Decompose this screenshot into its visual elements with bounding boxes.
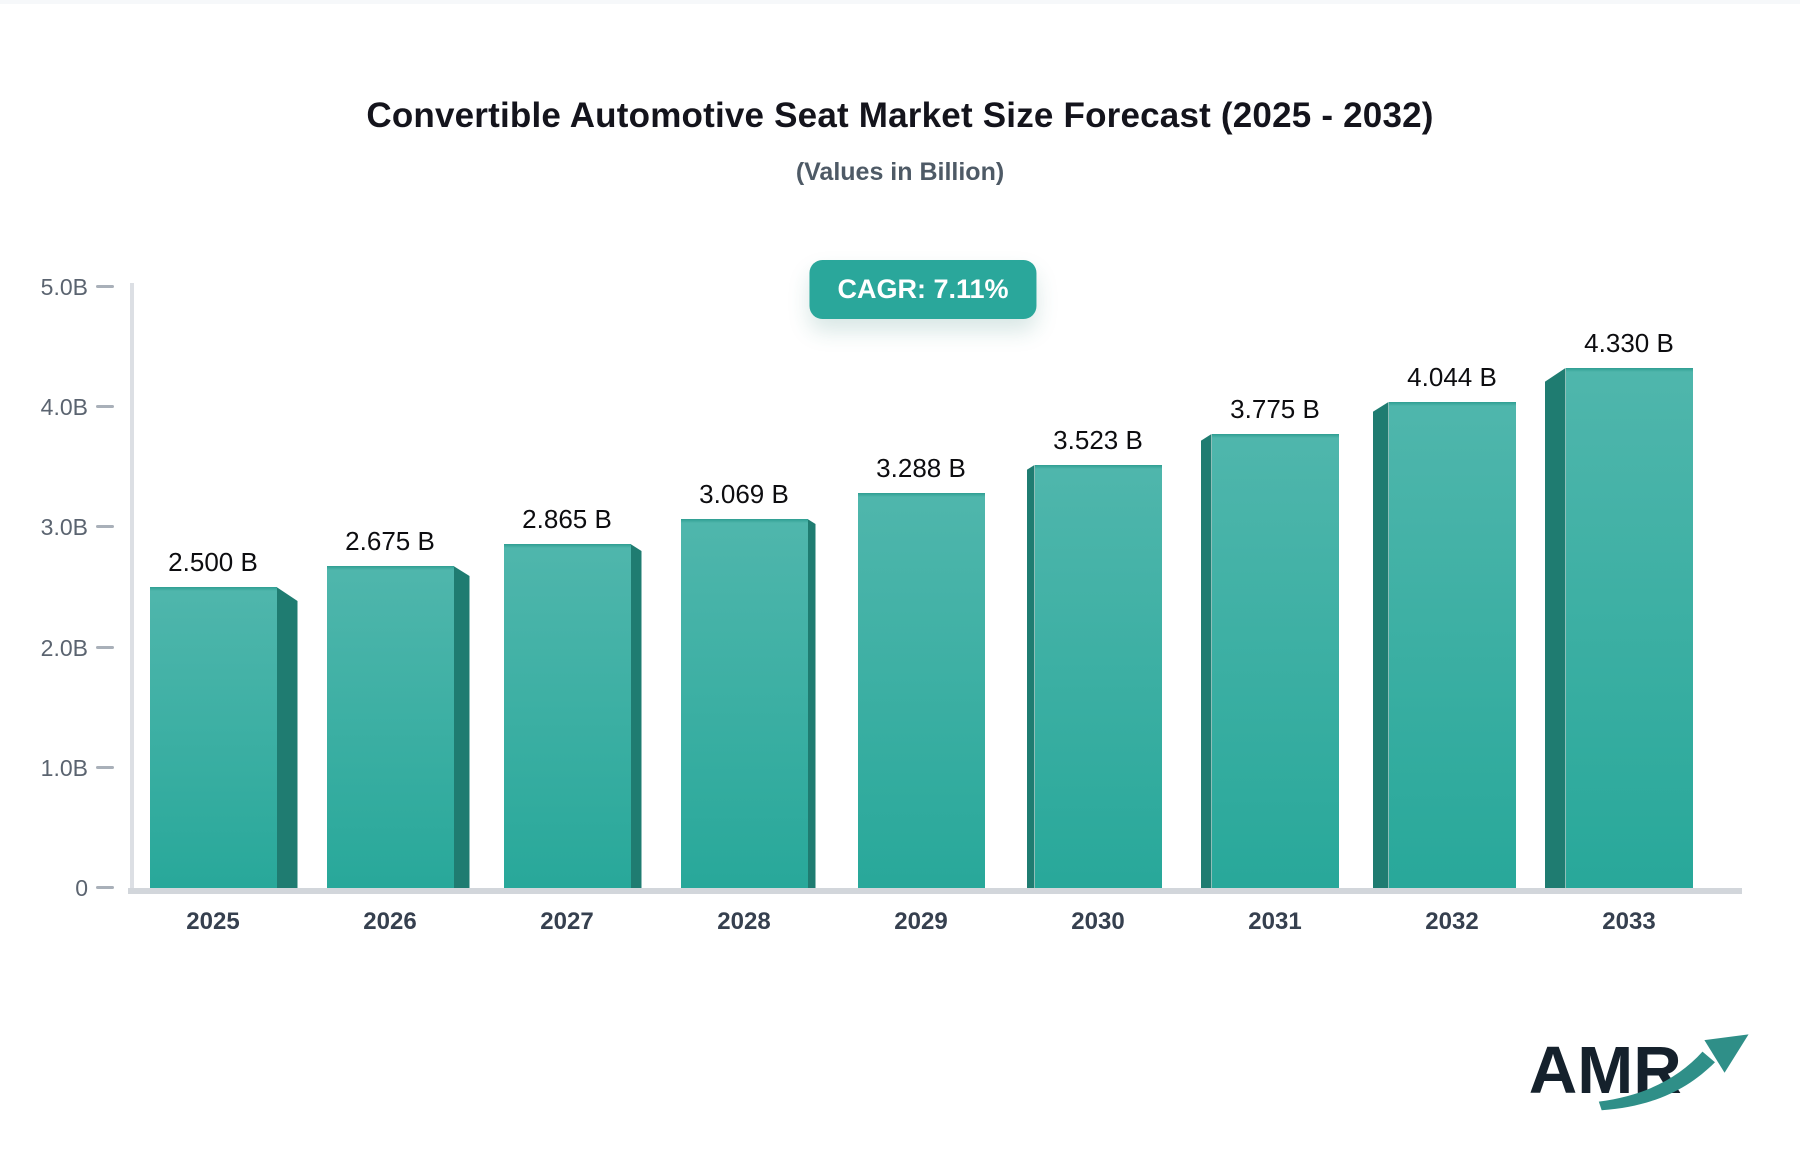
bar-side-2025: [276, 587, 298, 888]
x-axis-baseline: [128, 888, 1742, 894]
bar-value-label-2027: 2.865 B: [522, 504, 612, 534]
y-tick-dash: [96, 886, 114, 889]
bar-value-label-2030: 3.523 B: [1053, 425, 1143, 455]
y-tick-dash: [96, 765, 114, 769]
y-tick-dash: [96, 645, 114, 649]
bar-value-label-2033: 4.330 B: [1584, 328, 1674, 358]
x-tick-label-2025: 2025: [186, 908, 240, 935]
bar-value-label-2028: 3.069 B: [699, 479, 789, 509]
bar-2025: [149, 587, 277, 888]
y-tick-label: 3.0B: [40, 514, 88, 541]
page-top-edge: [0, 0, 1800, 4]
y-tick-dash: [96, 405, 114, 409]
bar-side-2033: [1544, 368, 1566, 888]
chart-title: Convertible Automotive Seat Market Size …: [366, 96, 1434, 135]
chart-subtitle: (Values in Billion): [795, 158, 1005, 186]
amr-logo: AMR: [1529, 1033, 1749, 1111]
bar-value-label-2032: 4.044 B: [1407, 362, 1497, 392]
x-tick-label-2033: 2033: [1602, 908, 1656, 935]
bar-side-2031: [1200, 434, 1212, 888]
amr-logo-arrow-head: [1704, 1034, 1749, 1073]
x-tick-label-2026: 2026: [363, 908, 417, 935]
amr-logo-arrow-swoosh: [1598, 1051, 1715, 1111]
y-tick-label: 2.0B: [40, 634, 88, 661]
bar-value-label-2025: 2.500 B: [168, 547, 258, 577]
x-tick-label-2028: 2028: [717, 908, 771, 935]
y-tick-label: 0: [75, 875, 88, 901]
x-tick-label-2032: 2032: [1425, 908, 1479, 935]
bar-value-label-2031: 3.775 B: [1230, 394, 1320, 424]
cagr-badge: CAGR: 7.11%: [809, 260, 1037, 319]
bar-2032: [1388, 402, 1516, 888]
bar-2031: [1211, 434, 1339, 888]
bar-2027: [503, 544, 631, 888]
bar-2026: [326, 566, 454, 888]
x-tick-label-2029: 2029: [894, 908, 948, 935]
y-axis-line: [130, 283, 134, 894]
y-tick-dash: [96, 525, 114, 529]
bar-2029: [857, 493, 985, 888]
bar-side-2027: [630, 544, 642, 888]
y-tick-dash: [96, 285, 114, 288]
y-tick-label: 4.0B: [40, 394, 88, 421]
bar-2028: [680, 519, 808, 888]
y-tick-label: 5.0B: [40, 274, 88, 300]
bar-value-label-2026: 2.675 B: [345, 526, 435, 556]
bar-2030: [1034, 465, 1162, 888]
bar-2033: [1565, 368, 1693, 888]
bar-side-2028: [807, 519, 816, 888]
x-tick-label-2031: 2031: [1248, 908, 1302, 935]
bar-side-2032: [1372, 402, 1389, 888]
bar-side-2026: [453, 566, 470, 888]
x-tick-label-2030: 2030: [1071, 908, 1125, 935]
bar-side-2030: [1026, 465, 1035, 888]
bar-value-label-2029: 3.288 B: [876, 453, 966, 483]
y-tick-label: 1.0B: [40, 754, 88, 781]
x-tick-label-2027: 2027: [540, 908, 594, 935]
